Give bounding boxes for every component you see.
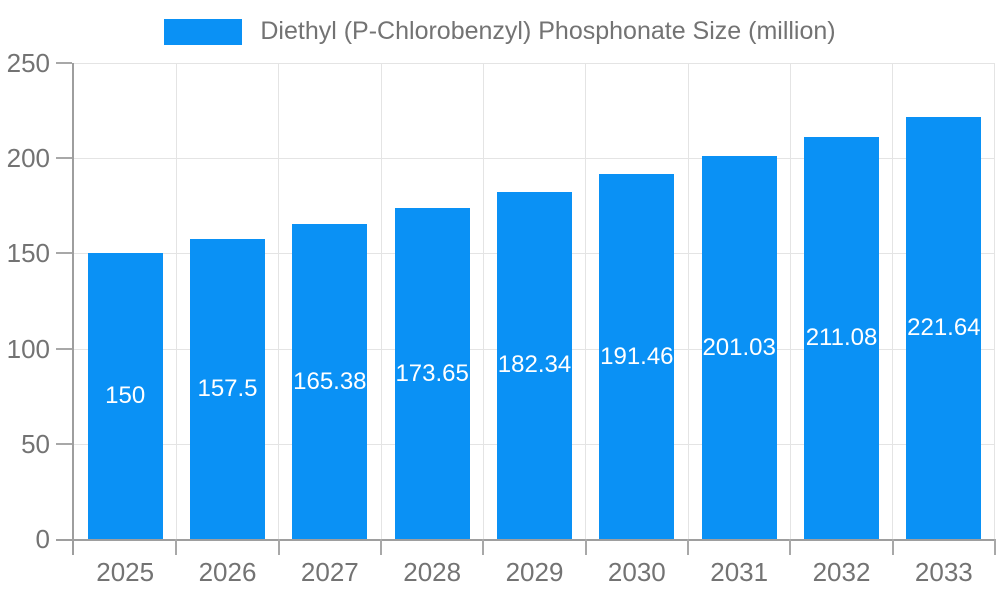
bar-value-label-2031: 201.03 bbox=[702, 333, 776, 361]
bar-value-label-2033: 221.64 bbox=[907, 314, 981, 341]
x-tick-3 bbox=[380, 539, 382, 555]
x-tick-4 bbox=[482, 539, 485, 555]
bar-2030: 191.46 bbox=[599, 174, 675, 539]
x-tick-label-2025: 2025 bbox=[96, 557, 155, 587]
bar-value-label-2030: 191.46 bbox=[600, 342, 674, 370]
bar-2031: 201.03 bbox=[701, 156, 777, 539]
bar-value-label-2029: 182.34 bbox=[497, 351, 572, 379]
gridline-v-3 bbox=[380, 63, 382, 539]
x-tick-label-2028: 2028 bbox=[403, 557, 462, 587]
x-tick-label-2032: 2032 bbox=[812, 557, 871, 587]
legend-label: Diethyl (P-Chlorobenzyl) Phosphonate Siz… bbox=[260, 17, 836, 45]
x-tick-9 bbox=[994, 539, 996, 555]
x-tick-8 bbox=[891, 539, 894, 555]
gridline-v-7 bbox=[789, 63, 791, 539]
plot-border-right bbox=[994, 63, 995, 539]
gridline-v-1 bbox=[175, 63, 177, 539]
chart-legend[interactable]: Diethyl (P-Chlorobenzyl) Phosphonate Siz… bbox=[0, 17, 1000, 46]
x-tick-label-2029: 2029 bbox=[505, 557, 564, 587]
y-axis-line bbox=[72, 63, 74, 555]
gridline-v-4 bbox=[482, 63, 484, 539]
x-axis-line bbox=[56, 539, 995, 541]
y-tick-label-250: 250 bbox=[6, 48, 50, 78]
bar-2032: 211.08 bbox=[804, 137, 879, 539]
plot-area: 150 157.5 165.38 173.65 182.34 191.46 201.03 21… bbox=[74, 63, 995, 539]
bar-2029: 182.34 bbox=[497, 191, 572, 539]
bar-2033: 221.64 bbox=[906, 117, 982, 539]
x-tick-1 bbox=[175, 539, 178, 555]
bar-value-label-2026: 157.5 bbox=[197, 375, 258, 403]
y-tick-250 bbox=[56, 62, 72, 64]
y-tick-label-50: 50 bbox=[21, 428, 50, 459]
bar-value-label-2032: 211.08 bbox=[805, 324, 878, 352]
bar-value-label-2027: 165.38 bbox=[293, 367, 367, 395]
y-tick-50 bbox=[56, 442, 72, 445]
bar-value-label-2025: 150 bbox=[105, 382, 146, 410]
x-tick-2 bbox=[277, 539, 280, 555]
bar-2028: 173.65 bbox=[394, 208, 470, 539]
x-tick-7 bbox=[789, 539, 792, 555]
gridline-v-8 bbox=[892, 63, 894, 539]
bar-2027: 165.38 bbox=[292, 224, 368, 539]
gridline-v-2 bbox=[278, 63, 280, 539]
y-tick-label-150: 150 bbox=[6, 238, 50, 269]
y-tick-label-200: 200 bbox=[6, 143, 50, 174]
gridline-v-5 bbox=[585, 63, 587, 539]
gridline-v-6 bbox=[687, 63, 689, 539]
x-tick-5 bbox=[584, 539, 587, 555]
x-tick-6 bbox=[687, 539, 689, 555]
legend-swatch bbox=[164, 18, 243, 45]
bar-2025: 150 bbox=[87, 253, 163, 539]
x-tick-label-2030: 2030 bbox=[607, 557, 666, 587]
x-tick-label-2026: 2026 bbox=[198, 557, 257, 587]
y-tick-100 bbox=[56, 347, 72, 350]
y-tick-label-0: 0 bbox=[35, 524, 50, 554]
bar-value-label-2028: 173.65 bbox=[395, 359, 469, 387]
y-tick-label-100: 100 bbox=[6, 333, 50, 364]
bar-2026: 157.5 bbox=[190, 239, 265, 539]
x-tick-label-2027: 2027 bbox=[300, 557, 359, 587]
x-tick-label-2031: 2031 bbox=[710, 557, 769, 587]
y-tick-200 bbox=[56, 157, 72, 160]
y-tick-150 bbox=[56, 252, 72, 255]
plot-border-top bbox=[74, 63, 995, 64]
x-tick-label-2033: 2033 bbox=[914, 557, 973, 587]
gridline-h-200 bbox=[74, 158, 995, 160]
